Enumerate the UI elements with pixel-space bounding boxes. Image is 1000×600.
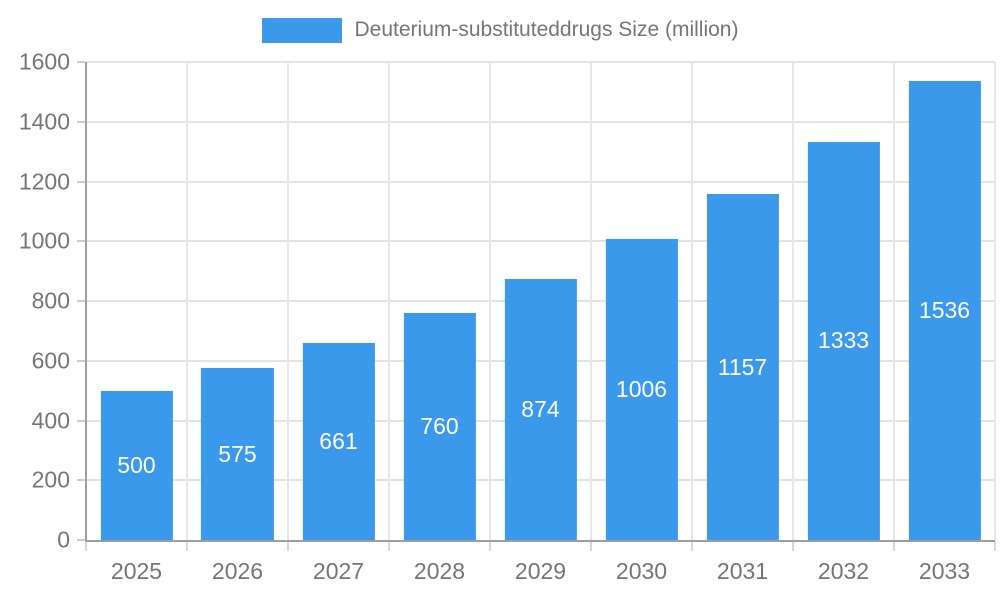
y-axis-tick-label: 400 — [31, 407, 70, 433]
bar-2027[interactable]: 661 — [302, 342, 375, 540]
y-axis-tick — [77, 479, 85, 482]
x-axis-tick-label: 2033 — [918, 558, 971, 584]
x-axis-tick-label: 2025 — [110, 558, 163, 584]
x-axis-tick — [590, 542, 592, 551]
y-axis-tick-label: 1600 — [18, 48, 70, 75]
y-axis-tick-label: 0 — [57, 526, 70, 553]
legend-label: Deuterium-substituteddrugs Size (million… — [354, 18, 739, 41]
bar-2028[interactable]: 760 — [403, 312, 476, 540]
y-axis-tick — [77, 240, 85, 243]
y-axis-line — [85, 62, 87, 548]
bar-value-label: 575 — [218, 440, 257, 467]
legend: Deuterium-substituteddrugs Size (million… — [0, 16, 1000, 44]
bar-2032[interactable]: 1333 — [807, 141, 880, 540]
x-axis-tick — [186, 542, 188, 551]
x-axis-tick-label: 2027 — [312, 558, 365, 584]
bar-value-label: 1157 — [717, 353, 768, 380]
y-axis-tick-label: 200 — [31, 466, 70, 493]
gridline-vertical — [287, 62, 289, 540]
y-axis-tick-label: 600 — [31, 347, 70, 374]
x-axis-labels: 2025 2026 2027 2028 2029 2030 2031 2032 2033 — [86, 558, 995, 590]
bar-value-label: 500 — [117, 451, 156, 478]
y-axis-tick-label: 800 — [31, 287, 70, 314]
bar-value-label: 1333 — [817, 327, 870, 354]
y-axis-tick — [77, 180, 85, 183]
x-axis-tick-label: 2032 — [817, 558, 870, 584]
y-axis-tick — [77, 120, 85, 123]
bar-2030[interactable]: 1006 — [605, 239, 678, 540]
x-axis-tick-label: 2029 — [514, 558, 567, 584]
gridline-vertical — [489, 62, 491, 540]
bar-value-label: 1006 — [615, 376, 668, 403]
y-axis-tick-label: 1400 — [18, 108, 70, 135]
x-axis-tick — [893, 542, 895, 551]
gridline-vertical — [186, 62, 188, 540]
x-axis-tick — [792, 542, 794, 551]
legend-swatch — [261, 17, 342, 43]
bar-2029[interactable]: 874 — [504, 278, 577, 540]
gridline-horizontal — [86, 180, 995, 183]
x-axis-tick — [690, 542, 693, 551]
gridline-horizontal — [86, 240, 995, 243]
gridline-horizontal — [86, 61, 995, 63]
x-axis-line — [85, 540, 995, 542]
bar-value-label: 874 — [521, 395, 560, 422]
gridline-vertical — [994, 62, 996, 540]
bar-2031[interactable]: 1157 — [706, 194, 779, 540]
gridline-vertical — [590, 62, 592, 540]
bar-value-label: 661 — [319, 427, 358, 454]
x-axis-tick — [489, 542, 491, 551]
y-axis-tick — [77, 359, 85, 362]
x-axis-tick-label: 2026 — [211, 558, 264, 584]
gridline-vertical — [690, 62, 693, 540]
plot-area: 500 575 661 760 874 1006 1157 1333 1536 — [86, 61, 996, 540]
x-axis-tick — [387, 542, 390, 551]
y-axis-tick — [77, 539, 85, 541]
y-axis-tick — [77, 61, 85, 63]
x-axis-ticks — [85, 542, 996, 551]
bar-value-label: 760 — [420, 412, 459, 439]
bar-2033[interactable]: 1536 — [908, 81, 981, 540]
y-axis-tick — [77, 300, 85, 302]
gridline-vertical — [893, 62, 895, 540]
y-axis-labels: 0 200 400 600 800 1000 1200 1400 1600 — [0, 50, 70, 551]
x-axis-tick — [85, 542, 87, 551]
y-axis-tick-label: 1000 — [18, 227, 70, 254]
y-axis-tick-label: 1200 — [18, 168, 70, 194]
y-axis-tick — [77, 419, 85, 422]
x-axis-tick-label: 2031 — [716, 558, 769, 584]
gridline-horizontal — [86, 120, 995, 123]
gridline-vertical — [387, 62, 390, 540]
bar-2025[interactable]: 500 — [100, 390, 173, 540]
legend-item[interactable]: Deuterium-substituteddrugs Size (million… — [261, 16, 739, 44]
x-axis-tick-label: 2030 — [615, 558, 668, 584]
x-axis-tick — [994, 542, 996, 551]
gridline-vertical — [792, 62, 794, 540]
bar-2026[interactable]: 575 — [201, 368, 274, 540]
x-axis-tick-label: 2028 — [413, 558, 466, 584]
x-axis-tick — [287, 542, 289, 551]
y-axis-ticks — [77, 61, 85, 541]
bar-value-label: 1536 — [918, 297, 971, 324]
